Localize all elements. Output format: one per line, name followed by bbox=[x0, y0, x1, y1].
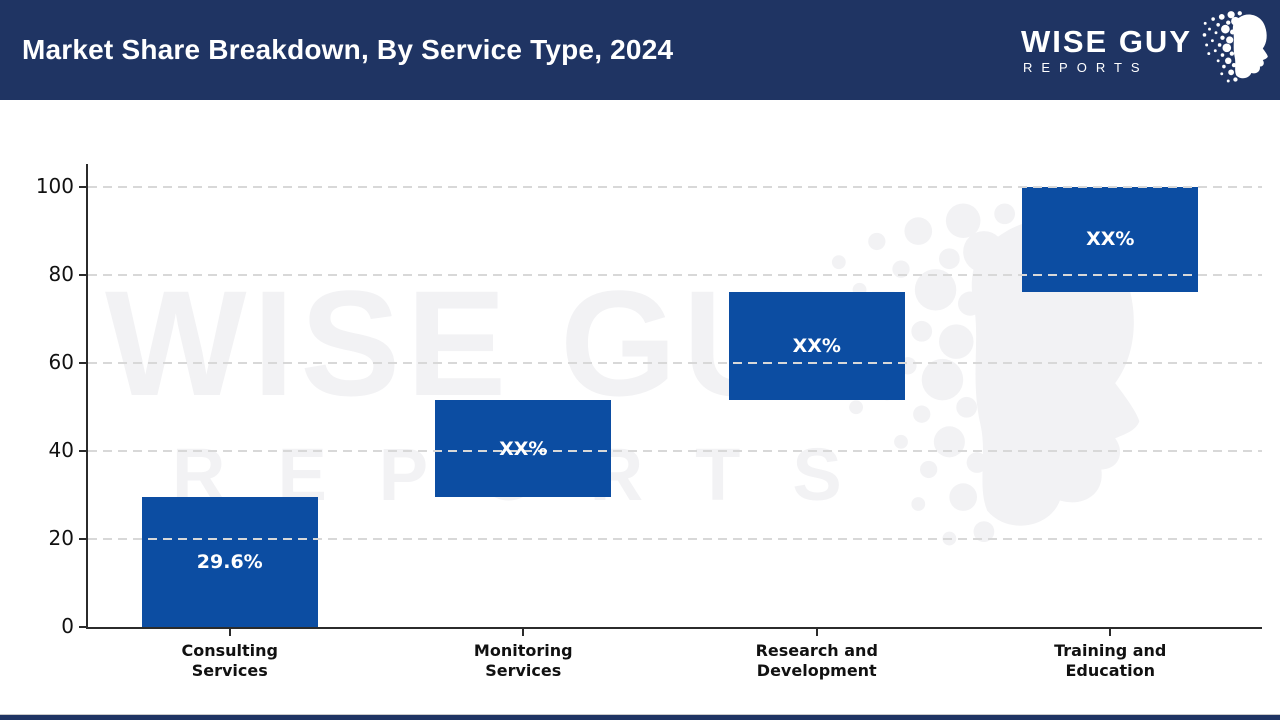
x-tick-mark bbox=[228, 629, 231, 636]
x-axis-line bbox=[86, 627, 1262, 629]
y-axis-tick-label: 20 bbox=[48, 526, 74, 550]
x-axis-category-label: Consulting Services bbox=[181, 641, 279, 680]
y-axis-tick-label: 0 bbox=[61, 614, 74, 638]
y-tick-mark bbox=[79, 362, 88, 364]
brand-logo-text: WISE GUY REPORTS bbox=[1021, 26, 1192, 74]
gridline bbox=[88, 186, 1262, 188]
x-axis-category-label: Monitoring Services bbox=[473, 641, 573, 680]
gridline bbox=[88, 274, 1262, 276]
x-axis-category-label: Training and Education bbox=[1054, 641, 1167, 680]
y-axis-tick-label: 40 bbox=[48, 438, 74, 462]
y-axis-tick-label: 60 bbox=[48, 350, 74, 374]
page-title: Market Share Breakdown, By Service Type,… bbox=[22, 34, 674, 65]
bar-value-label: 29.6% bbox=[196, 550, 263, 573]
bar-segment bbox=[141, 496, 318, 627]
x-axis-category-label: Research and Development bbox=[755, 641, 878, 680]
brand-name: WISE GUY bbox=[1020, 24, 1192, 59]
gridline bbox=[88, 362, 1262, 364]
y-tick-mark bbox=[79, 538, 88, 540]
bar-value-label: XX% bbox=[499, 437, 548, 460]
y-tick-mark bbox=[79, 450, 88, 452]
x-tick-mark bbox=[522, 629, 525, 636]
footer-bar bbox=[0, 714, 1280, 720]
y-tick-mark bbox=[79, 626, 88, 628]
header: Market Share Breakdown, By Service Type,… bbox=[0, 0, 1280, 100]
y-axis-tick-label: 100 bbox=[35, 174, 74, 198]
gridline bbox=[88, 450, 1262, 452]
brand-subtitle: REPORTS bbox=[1022, 60, 1149, 75]
bar-value-label: XX% bbox=[1086, 228, 1135, 251]
bar-segment bbox=[435, 400, 612, 497]
bar-value-label: XX% bbox=[792, 335, 841, 358]
x-tick-mark bbox=[1109, 629, 1112, 636]
y-axis-tick-label: 80 bbox=[48, 262, 74, 286]
y-tick-mark bbox=[79, 186, 88, 188]
gridline bbox=[88, 538, 1262, 540]
y-tick-mark bbox=[79, 274, 88, 276]
brand-logo: WISE GUY REPORTS bbox=[1021, 9, 1270, 91]
x-tick-mark bbox=[815, 629, 818, 636]
y-axis-line bbox=[86, 164, 88, 629]
